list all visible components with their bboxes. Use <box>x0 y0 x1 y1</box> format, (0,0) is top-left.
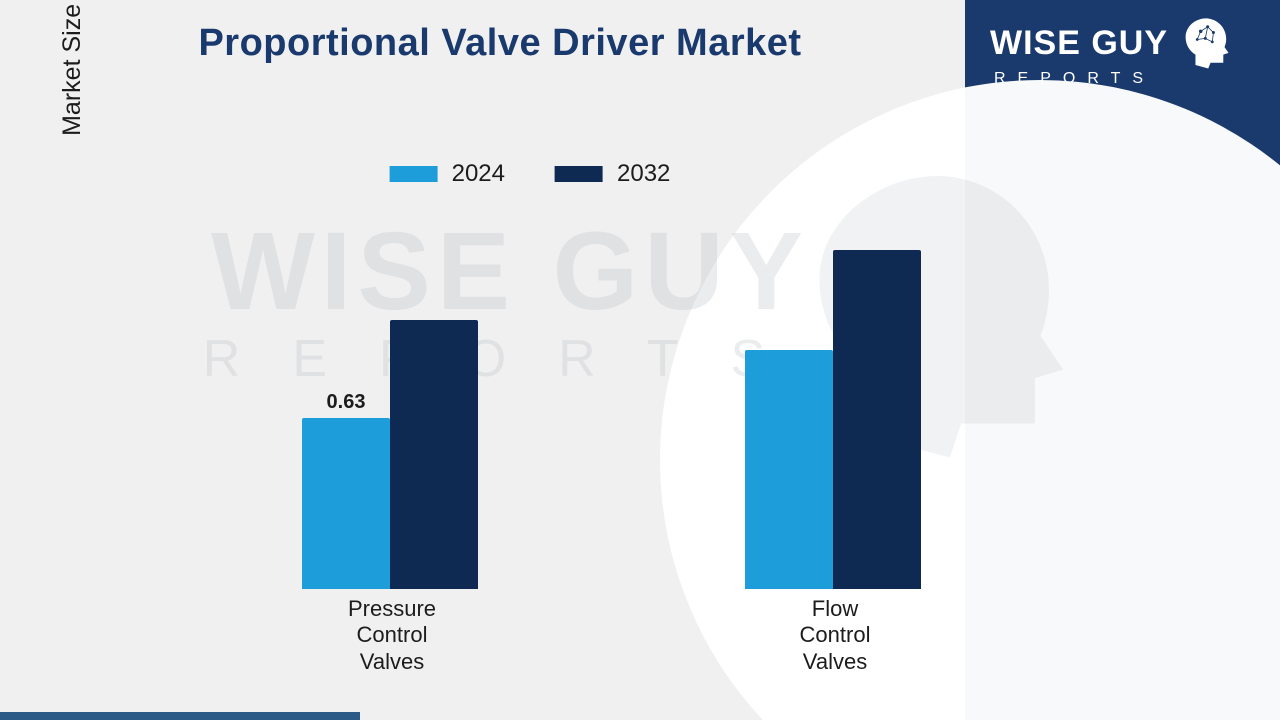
bar-value-label: 0.63 <box>302 391 390 418</box>
brand-name: WISE GUY <box>990 26 1168 60</box>
bar <box>833 250 921 589</box>
brand-sub: REPORTS <box>994 70 1250 88</box>
x-axis-category-label: FlowControlValves <box>760 596 910 675</box>
legend-label: 2032 <box>617 160 670 188</box>
legend-swatch <box>555 166 603 182</box>
chart-legend: 2024 2032 <box>390 160 671 188</box>
bar <box>302 418 390 589</box>
legend-item: 2024 <box>390 160 505 188</box>
y-axis-label: Market Size in USD Billion <box>58 0 87 200</box>
bar-group: 0.63PressureControlValves <box>302 320 482 589</box>
legend-label: 2024 <box>452 160 505 188</box>
legend-item: 2032 <box>555 160 670 188</box>
bar <box>745 350 833 589</box>
legend-swatch <box>390 166 438 182</box>
chart-plot: 20242032 0.63PressureControlValvesFlowCo… <box>120 160 940 590</box>
chart-title: Proportional Valve Driver Market <box>0 22 1000 65</box>
page-root: Proportional Valve Driver Market WISE GU… <box>0 0 1280 720</box>
x-axis-category-label: PressureControlValves <box>317 596 467 675</box>
decorative-bottom-strip <box>0 712 360 720</box>
brain-head-icon <box>1174 14 1232 72</box>
bar <box>390 320 478 589</box>
bar-group: FlowControlValves <box>745 250 925 589</box>
brand-logo: WISE GUY REPORTS <box>990 14 1250 88</box>
chart-bars-area: 0.63PressureControlValvesFlowControlValv… <box>265 210 890 590</box>
